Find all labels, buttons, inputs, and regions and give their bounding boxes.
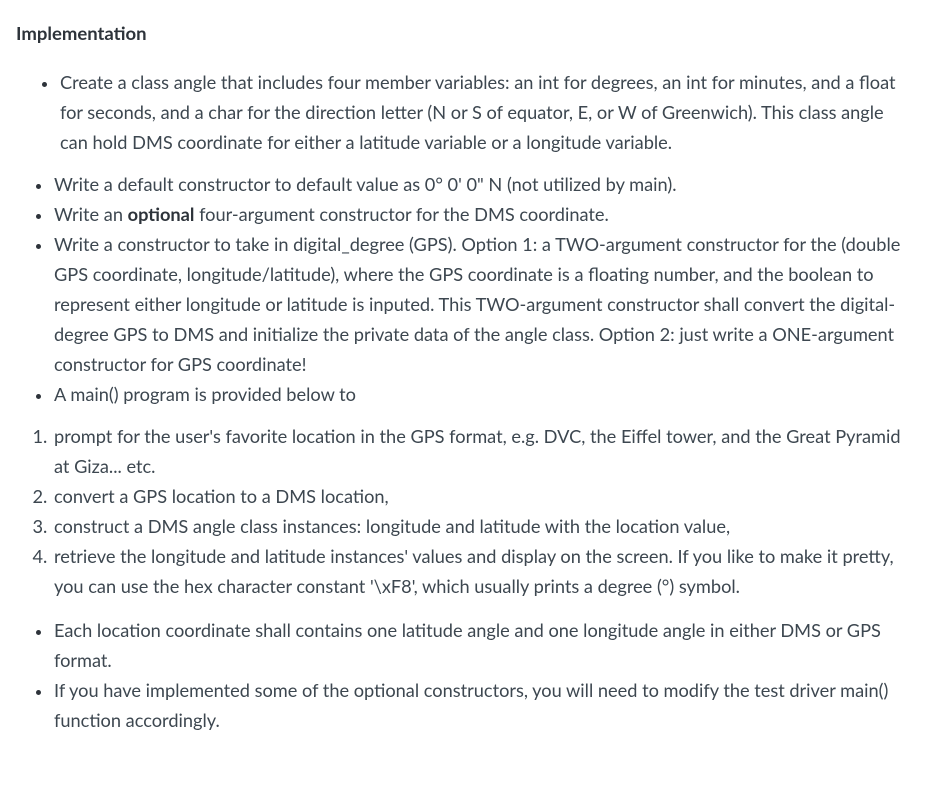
list-item: Write a constructor to take in digital_d… <box>52 229 912 379</box>
bold-text: optional <box>128 203 195 225</box>
text-run: Write an <box>54 203 128 225</box>
list-item: Write a default constructor to default v… <box>52 169 912 199</box>
list-item: Each location coordinate shall contains … <box>52 615 912 675</box>
list-item: Create a class angle that includes four … <box>58 67 912 157</box>
list-item: prompt for the user's favorite location … <box>52 421 912 481</box>
list-item: retrieve the longitude and latitude inst… <box>52 541 912 601</box>
section-heading: Implementation <box>16 18 912 49</box>
list-item: construct a DMS angle class instances: l… <box>52 511 912 541</box>
list-item: A main() program is provided below to <box>52 379 912 409</box>
list-item: Write an optional four-argument construc… <box>52 199 912 229</box>
bullet-list-1: Create a class angle that includes four … <box>16 67 912 157</box>
bullet-list-2: Each location coordinate shall contains … <box>16 615 912 735</box>
numbered-list: prompt for the user's favorite location … <box>16 421 912 601</box>
list-item: convert a GPS location to a DMS location… <box>52 481 912 511</box>
list-item: If you have implemented some of the opti… <box>52 675 912 735</box>
text-run: four-argument constructor for the DMS co… <box>194 203 608 225</box>
bullet-list-1b: Write a default constructor to default v… <box>16 169 912 409</box>
